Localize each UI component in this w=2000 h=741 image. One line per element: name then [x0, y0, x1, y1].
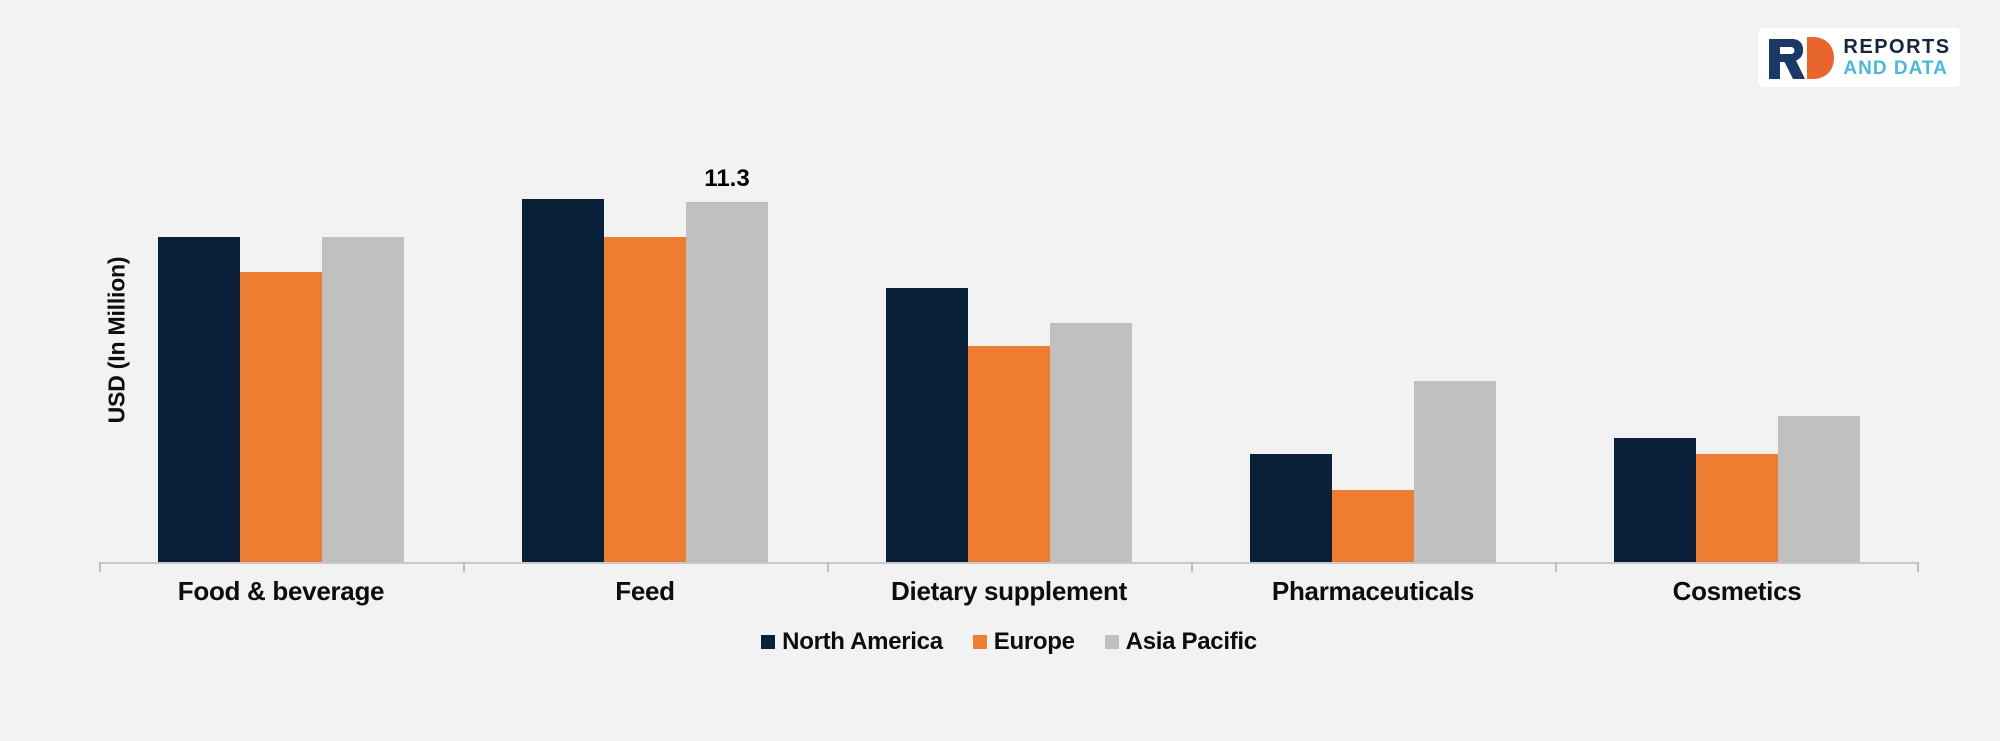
- category-label-feed: Feed: [615, 576, 675, 606]
- legend-label: North America: [782, 628, 943, 655]
- category-label-dietary-supplement: Dietary supplement: [891, 576, 1127, 606]
- x-axis-tick: [1191, 562, 1193, 572]
- x-axis-tick: [463, 562, 465, 572]
- logo-text-reports: REPORTS: [1843, 36, 1951, 58]
- bar-group-dietary-supplement: [827, 0, 1191, 563]
- bar-group-cosmetics: [1555, 0, 1919, 563]
- bar-asia-pacific-cosmetics: [1778, 416, 1860, 563]
- bar-asia-pacific-dietary-supplement: [1050, 323, 1132, 563]
- bar-north-america-food-beverage: [158, 237, 240, 563]
- legend-swatch-icon: [761, 635, 776, 649]
- logo-text: REPORTS AND DATA: [1843, 37, 1950, 78]
- data-label-feed-asia-pacific: 11.3: [704, 165, 750, 192]
- x-axis-tick: [1555, 562, 1557, 572]
- legend: North America Europe Asia Pacific: [99, 628, 1919, 656]
- bar-north-america-dietary-supplement: [886, 288, 968, 563]
- category-label-cosmetics: Cosmetics: [1672, 576, 1802, 606]
- x-axis-tick: [1917, 562, 1919, 572]
- x-axis-tick: [827, 562, 829, 572]
- rd-monogram-icon: [1767, 35, 1835, 81]
- bar-europe-dietary-supplement: [968, 346, 1050, 563]
- x-axis-line: [99, 562, 1919, 564]
- logo-text-and-data: AND DATA: [1843, 58, 1948, 79]
- bar-asia-pacific-pharmaceuticals: [1414, 381, 1496, 563]
- category-label-food-beverage: Food & beverage: [177, 576, 385, 606]
- bar-north-america-feed: [522, 199, 604, 563]
- legend-label: Europe: [993, 628, 1075, 655]
- bar-europe-pharmaceuticals: [1332, 490, 1414, 563]
- bar-asia-pacific-feed: 11.3: [686, 165, 768, 563]
- bar-north-america-cosmetics: [1614, 438, 1696, 563]
- bar-north-america-pharmaceuticals: [1250, 454, 1332, 563]
- legend-item-asia-pacific: Asia Pacific: [1104, 628, 1257, 656]
- legend-item-north-america: North America: [761, 628, 943, 656]
- legend-swatch-icon: [1104, 635, 1119, 649]
- bar-europe-cosmetics: [1696, 454, 1778, 563]
- category-labels: Food & beverage Feed Dietary supplement Pha…: [99, 576, 1919, 607]
- bar-europe-food-beverage: [240, 272, 322, 563]
- bar-group-pharmaceuticals: [1191, 0, 1555, 563]
- legend-label: Asia Pacific: [1125, 628, 1257, 655]
- legend-item-europe: Europe: [972, 628, 1075, 656]
- reports-and-data-logo: REPORTS AND DATA: [1758, 28, 1960, 87]
- bar-groups: 11.3: [99, 0, 1919, 563]
- category-label-pharmaceuticals: Pharmaceuticals: [1271, 576, 1475, 606]
- bar-asia-pacific-food-beverage: [322, 237, 404, 563]
- plot-area: 11.3 Food & beverage Feed Dietary suppleme…: [99, 0, 1919, 741]
- bar-group-food-beverage: [99, 0, 463, 563]
- x-axis-tick: [99, 562, 101, 572]
- bar-europe-feed: [604, 237, 686, 563]
- legend-swatch-icon: [972, 635, 987, 649]
- bar-group-feed: 11.3: [463, 0, 827, 563]
